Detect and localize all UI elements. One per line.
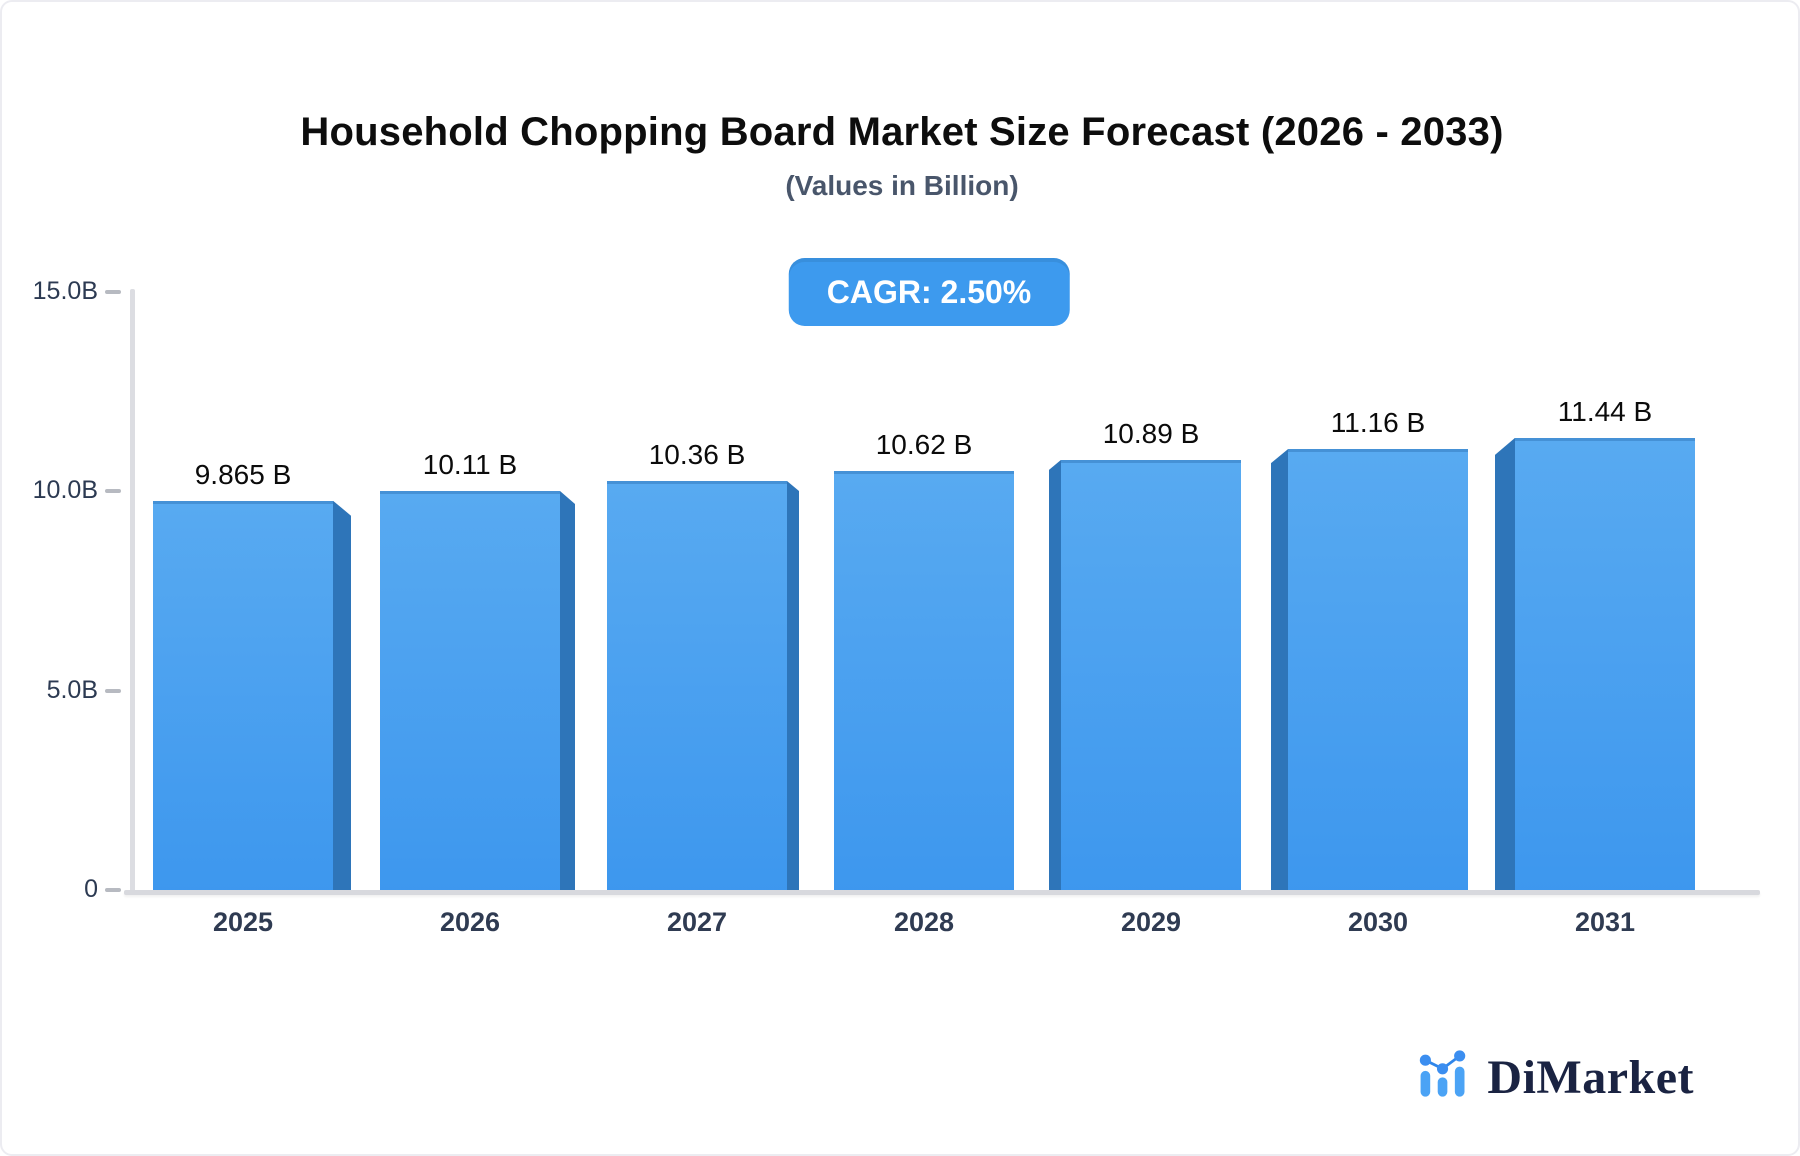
x-axis-label: 2025 [212,907,274,937]
bar-side-face [787,480,799,894]
chart-subtitle: (Values in Billion) [785,170,1019,201]
x-axis-label: 2031 [1574,907,1636,937]
bar-value-label: 11.16 B [1330,407,1426,439]
bar-side-face [1049,459,1061,894]
bar-side-face [560,490,575,894]
y-axis-tick [105,688,121,693]
bar [1061,459,1241,894]
y-axis-tick [105,290,121,294]
y-axis-line [130,289,135,894]
y-axis-tick-label: 0 [84,875,98,903]
dimarket-logo: DiMarket [1409,1042,1694,1102]
bar-value-label: 10.11 B [422,448,518,480]
y-axis-tick [105,489,121,494]
x-axis-baseline [124,890,1760,895]
bar-value-label: 10.36 B [648,438,746,470]
x-axis-label: 2028 [893,907,955,937]
bar-side-face [1271,449,1288,894]
bar-value-label: 9.865 B [194,458,292,490]
y-axis-tick-label: 10.0B [32,476,98,505]
bar-chart-logo-icon [1420,1050,1466,1097]
cagr-badge: CAGR: 2.50% [788,258,1070,326]
bar-value-label: 10.89 B [1102,417,1200,449]
bar [153,500,333,894]
y-axis-tick [105,888,121,892]
bar-side-face [1495,437,1515,894]
x-axis-label: 2029 [1120,907,1182,937]
bar [1288,449,1468,894]
bar-value-label: 11.44 B [1557,395,1653,427]
y-axis-tick-label: 5.0B [46,675,98,704]
bar-value-label: 10.62 B [875,428,973,460]
bar [607,480,787,894]
x-axis-label: 2030 [1347,907,1409,937]
logo-text: DiMarket [1487,1051,1694,1104]
bar-side-face [333,500,351,894]
x-axis-label: 2026 [439,907,501,937]
bar [380,490,560,894]
y-axis-tick-label: 15.0B [32,277,98,305]
x-axis-label: 2027 [666,907,728,937]
bar [834,470,1014,894]
bar [1515,437,1695,894]
chart-title: Household Chopping Board Market Size For… [300,110,1504,154]
cagr-badge-label: CAGR: 2.50% [826,273,1032,310]
